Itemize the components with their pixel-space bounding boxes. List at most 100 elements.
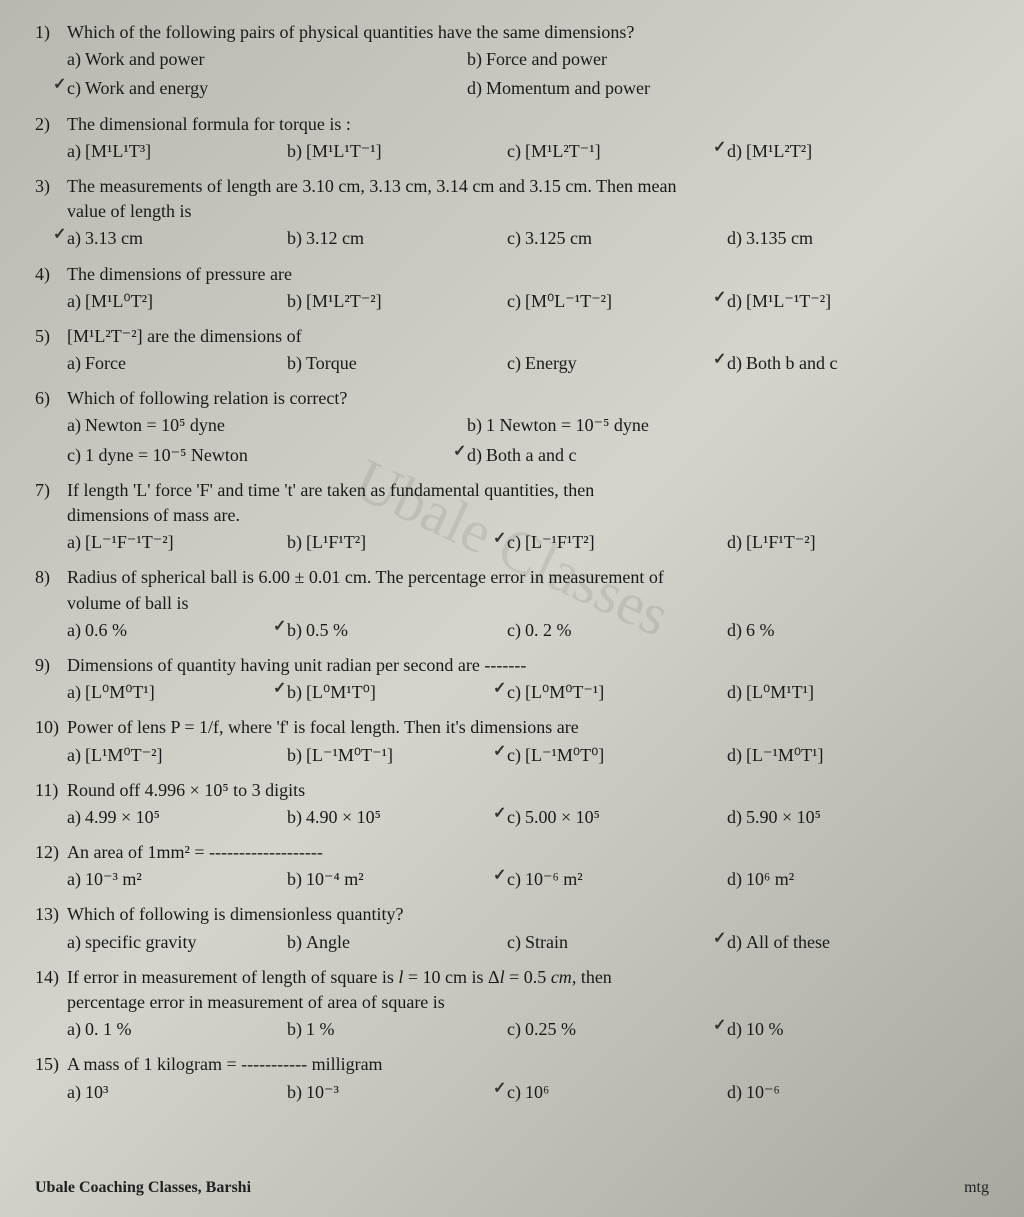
question-10: 10)Power of lens P = 1/f, where 'f' is f… bbox=[35, 715, 989, 769]
option-text: [M¹L⁰T²] bbox=[85, 289, 153, 314]
option-label: d) bbox=[727, 139, 742, 164]
option-text: 6 % bbox=[746, 618, 775, 643]
option-a: a)[L⁰M⁰T¹] bbox=[67, 678, 287, 707]
option-b: b)10⁻⁴ m² bbox=[287, 865, 507, 894]
option-label: b) bbox=[467, 47, 482, 72]
option-label: b) bbox=[287, 680, 302, 705]
option-text: [L¹F¹T²] bbox=[306, 530, 366, 555]
option-label: d) bbox=[727, 680, 742, 705]
option-text: [L⁰M¹T¹] bbox=[746, 680, 814, 705]
option-label: d) bbox=[727, 743, 742, 768]
option-text: [L⁻¹M⁰T⁰] bbox=[525, 743, 604, 768]
option-text: [L⁰M⁰T⁻¹] bbox=[525, 680, 604, 705]
option-label: d) bbox=[727, 930, 742, 955]
option-d: d)6 % bbox=[727, 616, 947, 645]
option-d: d)Momentum and power bbox=[467, 74, 867, 103]
option-c: c)0. 2 % bbox=[507, 616, 727, 645]
question-13: 13)Which of following is dimensionless q… bbox=[35, 902, 989, 956]
question-number: 3) bbox=[35, 174, 67, 199]
option-text: 10⁻⁴ m² bbox=[306, 867, 364, 892]
question-7: 7)If length 'L' force 'F' and time 't' a… bbox=[35, 478, 989, 558]
option-label: d) bbox=[727, 1080, 742, 1105]
option-a: a)10⁻³ m² bbox=[67, 865, 287, 894]
option-text: 10⁶ bbox=[525, 1080, 549, 1105]
option-b: b)0.5 % bbox=[287, 616, 507, 645]
option-text: 10⁻⁶ m² bbox=[525, 867, 583, 892]
question-subtext: percentage error in measurement of area … bbox=[67, 990, 989, 1015]
question-text: 5)[M¹L²T⁻²] are the dimensions of bbox=[35, 324, 989, 349]
options-group: a)Work and powerb)Force and powerc)Work … bbox=[67, 45, 989, 103]
option-text: [L⁰M¹T⁰] bbox=[306, 680, 376, 705]
option-d: d)Both a and c bbox=[467, 441, 867, 470]
question-3: 3)The measurements of length are 3.10 cm… bbox=[35, 174, 989, 254]
options-group: a)10³b)10⁻³c)10⁶d)10⁻⁶ bbox=[67, 1078, 989, 1107]
option-text: 3.125 cm bbox=[525, 226, 592, 251]
question-body: Dimensions of quantity having unit radia… bbox=[67, 653, 989, 678]
question-text: 14)If error in measurement of length of … bbox=[35, 965, 989, 990]
option-b: b)[L⁻¹M⁰T⁻¹] bbox=[287, 741, 507, 770]
question-subtext: volume of ball is bbox=[67, 591, 989, 616]
option-text: [L¹F¹T⁻²] bbox=[746, 530, 816, 555]
question-number: 5) bbox=[35, 324, 67, 349]
option-text: 1 % bbox=[306, 1017, 335, 1042]
option-d: d)[L⁰M¹T¹] bbox=[727, 678, 947, 707]
option-d: d)[M¹L²T²] bbox=[727, 137, 947, 166]
option-text: [M⁰L⁻¹T⁻²] bbox=[525, 289, 612, 314]
option-text: [M¹L²T²] bbox=[746, 139, 812, 164]
option-label: d) bbox=[727, 805, 742, 830]
question-number: 8) bbox=[35, 565, 67, 590]
option-a: a)[L⁻¹F⁻¹T⁻²] bbox=[67, 528, 287, 557]
page-footer: Ubale Coaching Classes, Barshi mtg bbox=[35, 1179, 989, 1197]
options-group: a)[M¹L⁰T²]b)[M¹L²T⁻²]c)[M⁰L⁻¹T⁻²]d)[M¹L⁻… bbox=[67, 287, 989, 316]
option-label: b) bbox=[287, 1017, 302, 1042]
option-label: a) bbox=[67, 226, 81, 251]
option-text: Force and power bbox=[486, 47, 607, 72]
option-c: c)Strain bbox=[507, 928, 727, 957]
option-text: 4.90 × 10⁵ bbox=[306, 805, 381, 830]
option-label: a) bbox=[67, 139, 81, 164]
option-label: d) bbox=[467, 76, 482, 101]
option-a: a)Force bbox=[67, 349, 287, 378]
option-label: b) bbox=[287, 618, 302, 643]
option-label: a) bbox=[67, 413, 81, 438]
options-group: a)specific gravityb)Anglec)Straind)All o… bbox=[67, 928, 989, 957]
option-label: d) bbox=[727, 289, 742, 314]
option-label: b) bbox=[287, 139, 302, 164]
question-body: The measurements of length are 3.10 cm, … bbox=[67, 174, 989, 199]
option-text: Torque bbox=[306, 351, 357, 376]
option-text: Energy bbox=[525, 351, 577, 376]
question-body: Which of the following pairs of physical… bbox=[67, 20, 989, 45]
option-label: d) bbox=[727, 530, 742, 555]
option-text: [M¹L¹T⁻¹] bbox=[306, 139, 382, 164]
option-label: b) bbox=[287, 289, 302, 314]
option-c: c)[L⁻¹M⁰T⁰] bbox=[507, 741, 727, 770]
option-text: Newton = 10⁵ dyne bbox=[85, 413, 225, 438]
option-text: 3.13 cm bbox=[85, 226, 143, 251]
option-b: b)[M¹L¹T⁻¹] bbox=[287, 137, 507, 166]
option-d: d)[L¹F¹T⁻²] bbox=[727, 528, 947, 557]
question-number: 9) bbox=[35, 653, 67, 678]
question-subtext: dimensions of mass are. bbox=[67, 503, 989, 528]
option-a: a)Work and power bbox=[67, 45, 467, 74]
options-group: a)0. 1 %b)1 %c)0.25 %d)10 % bbox=[67, 1015, 989, 1044]
option-label: b) bbox=[287, 930, 302, 955]
option-label: d) bbox=[727, 351, 742, 376]
option-text: 3.135 cm bbox=[746, 226, 813, 251]
question-text: 8)Radius of spherical ball is 6.00 ± 0.0… bbox=[35, 565, 989, 590]
option-c: c)[M⁰L⁻¹T⁻²] bbox=[507, 287, 727, 316]
option-label: a) bbox=[67, 1080, 81, 1105]
option-text: 10⁻⁶ bbox=[746, 1080, 780, 1105]
question-number: 11) bbox=[35, 778, 67, 803]
option-text: 0. 1 % bbox=[85, 1017, 132, 1042]
option-b: b)[L¹F¹T²] bbox=[287, 528, 507, 557]
option-label: c) bbox=[507, 226, 521, 251]
question-text: 15)A mass of 1 kilogram = ----------- mi… bbox=[35, 1052, 989, 1077]
option-c: c)1 dyne = 10⁻⁵ Newton bbox=[67, 441, 467, 470]
option-text: Strain bbox=[525, 930, 568, 955]
question-15: 15)A mass of 1 kilogram = ----------- mi… bbox=[35, 1052, 989, 1106]
option-b: b)[M¹L²T⁻²] bbox=[287, 287, 507, 316]
option-d: d)[L⁻¹M⁰T¹] bbox=[727, 741, 947, 770]
option-label: b) bbox=[287, 1080, 302, 1105]
question-number: 12) bbox=[35, 840, 67, 865]
option-label: a) bbox=[67, 743, 81, 768]
